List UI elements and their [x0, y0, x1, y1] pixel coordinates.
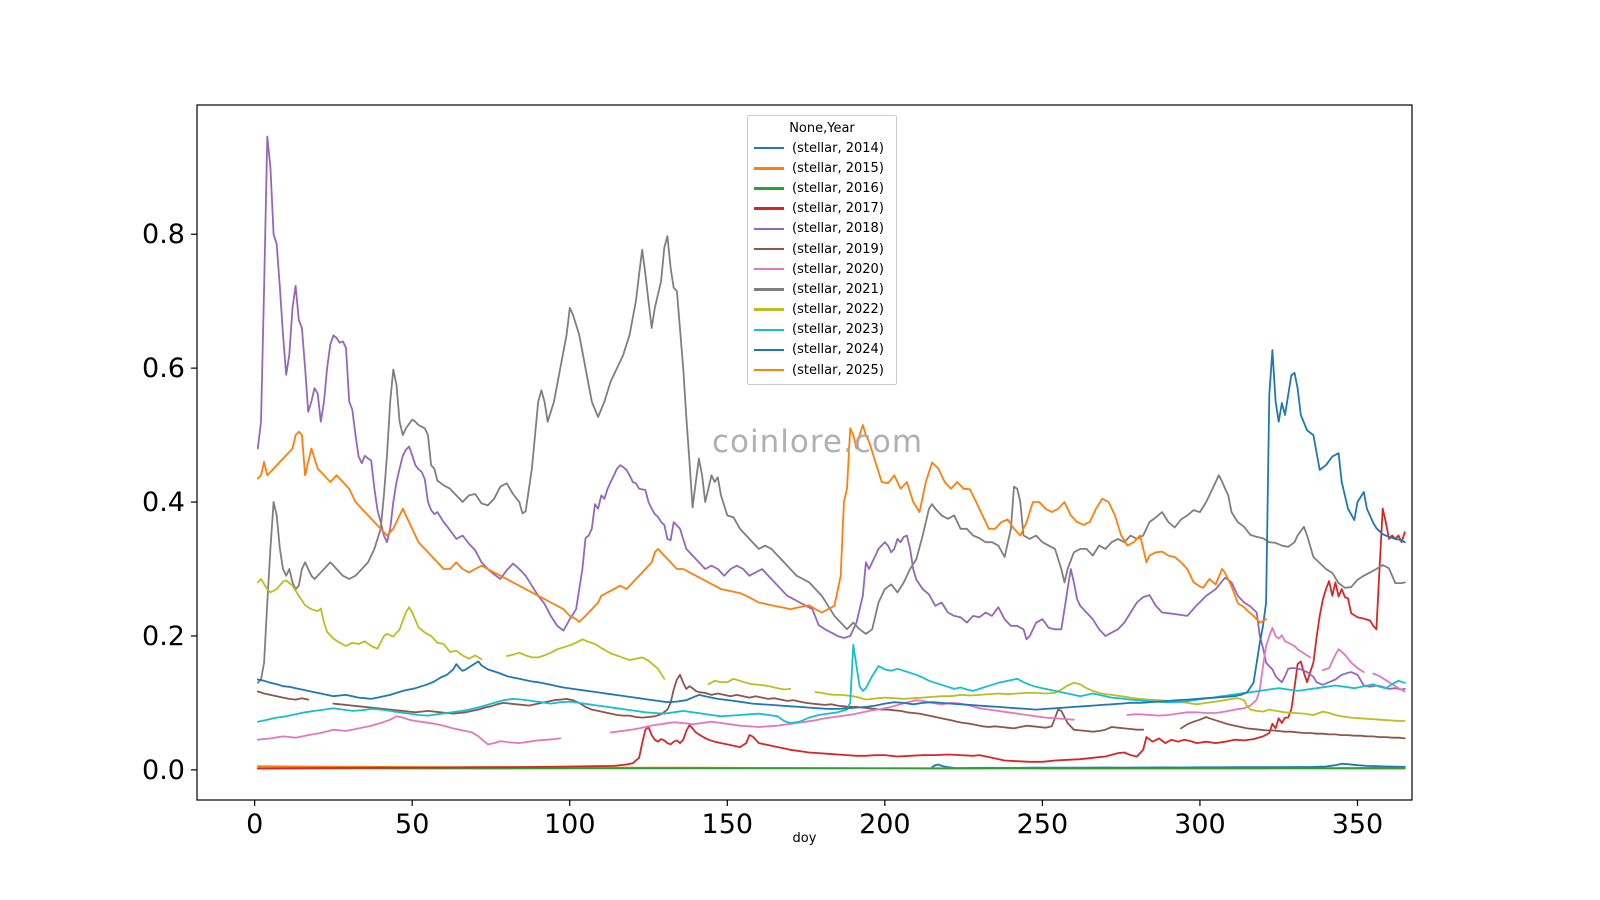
- legend-item-stellar-2019: (stellar, 2019): [754, 239, 890, 259]
- legend-entry-label: (stellar, 2023): [792, 322, 884, 338]
- series-stellar-2025: [256, 424, 1267, 624]
- legend-line-swatch: [754, 328, 784, 332]
- legend-line-swatch: [754, 368, 784, 372]
- legend-item-stellar-2020: (stellar, 2020): [754, 259, 890, 279]
- y-tick-label: 0.2: [142, 621, 185, 652]
- legend-line-swatch: [754, 187, 784, 190]
- legend-line-swatch: [754, 227, 784, 231]
- legend-entry-label: (stellar, 2014): [792, 140, 884, 156]
- legend-line-swatch: [754, 207, 784, 210]
- y-tick-label: 0.0: [142, 755, 185, 786]
- legend-line-swatch: [754, 288, 784, 291]
- series-stellar-2022: [256, 578, 1406, 722]
- legend-entry-label: (stellar, 2024): [792, 342, 884, 358]
- x-tick-label: 100: [544, 809, 596, 840]
- legend-line-swatch: [754, 146, 784, 150]
- y-tick-label: 0.8: [142, 219, 185, 250]
- legend-item-stellar-2021: (stellar, 2021): [754, 279, 890, 299]
- legend-line-swatch: [754, 308, 784, 311]
- series-stellar-2024: [256, 349, 1406, 711]
- legend-item-stellar-2023: (stellar, 2023): [754, 320, 890, 340]
- legend-entry-label: (stellar, 2017): [792, 201, 884, 217]
- x-tick-label: 200: [859, 809, 911, 840]
- plot-frame: [196, 104, 1413, 801]
- series-stellar-2017: [256, 507, 1406, 770]
- legend: None,Year (stellar, 2014) (stellar, 2015)…: [747, 115, 897, 386]
- legend-item-stellar-2014: (stellar, 2014): [754, 138, 890, 158]
- legend-entry-label: (stellar, 2019): [792, 241, 884, 257]
- x-tick-label: 300: [1174, 809, 1226, 840]
- legend-line-swatch: [754, 167, 784, 170]
- series-stellar-2019: [256, 673, 1406, 740]
- series-stellar-2016: [256, 767, 1406, 770]
- legend-entry-label: (stellar, 2015): [792, 160, 884, 176]
- legend-entry-label: (stellar, 2021): [792, 281, 884, 297]
- x-tick-label: 150: [702, 809, 754, 840]
- series-stellar-2021: [256, 235, 1406, 684]
- legend-line-swatch: [754, 247, 784, 251]
- legend-item-stellar-2017: (stellar, 2017): [754, 199, 890, 219]
- legend-entry-label: (stellar, 2025): [792, 362, 884, 378]
- y-tick-label: 0.6: [142, 353, 185, 384]
- legend-item-stellar-2018: (stellar, 2018): [754, 219, 890, 239]
- x-tick-label: 250: [1017, 809, 1069, 840]
- legend-entry-label: (stellar, 2018): [792, 221, 884, 237]
- x-axis-label: doy: [792, 831, 817, 846]
- legend-line-swatch: [754, 267, 784, 271]
- legend-item-stellar-2016: (stellar, 2016): [754, 178, 890, 198]
- legend-title: None,Year: [789, 121, 855, 136]
- legend-entry-label: (stellar, 2020): [792, 261, 884, 277]
- legend-entry-label: (stellar, 2022): [792, 302, 884, 318]
- series-stellar-2020: [256, 627, 1406, 746]
- x-tick-label: 0: [246, 809, 263, 840]
- legend-item-stellar-2015: (stellar, 2015): [754, 158, 890, 178]
- x-tick-label: 50: [395, 809, 429, 840]
- legend-item-stellar-2025: (stellar, 2025): [754, 360, 890, 380]
- legend-items: (stellar, 2014) (stellar, 2015) (stellar, …: [754, 138, 890, 380]
- legend-line-swatch: [754, 348, 784, 352]
- legend-item-stellar-2022: (stellar, 2022): [754, 300, 890, 320]
- legend-item-stellar-2024: (stellar, 2024): [754, 340, 890, 360]
- series-stellar-2018: [256, 135, 1406, 691]
- legend-entry-label: (stellar, 2016): [792, 180, 884, 196]
- x-tick-label: 350: [1332, 809, 1384, 840]
- y-tick-label: 0.4: [142, 487, 185, 518]
